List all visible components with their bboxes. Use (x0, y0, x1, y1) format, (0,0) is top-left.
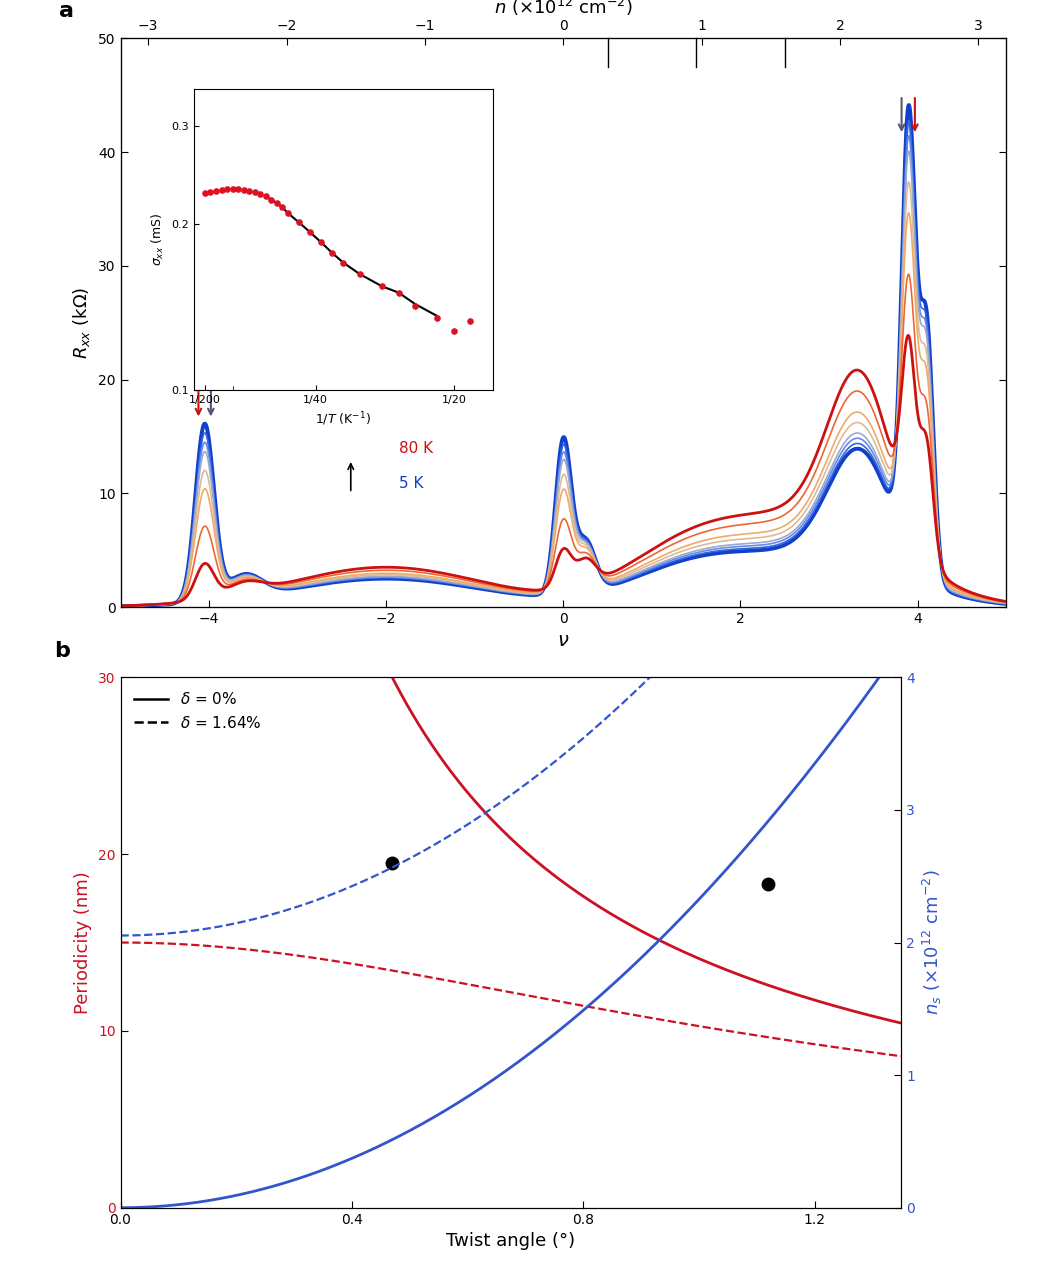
Legend: $\delta$ = 0%, $\delta$ = 1.64%: $\delta$ = 0%, $\delta$ = 1.64% (128, 685, 267, 737)
Point (263, 189, 280, 210)
Point (258, 187, 275, 207)
Point (224, 179, 241, 199)
Point (241, 181, 258, 202)
Point (274, 197, 290, 217)
X-axis label: Twist angle (°): Twist angle (°) (446, 1232, 575, 1250)
Point (290, 212, 307, 233)
X-axis label: $\nu$: $\nu$ (558, 631, 569, 651)
Point (462, 312, 479, 332)
Y-axis label: Periodicity (nm): Periodicity (nm) (74, 872, 92, 1013)
Point (208, 181, 224, 202)
Text: 80 K: 80 K (399, 441, 434, 456)
Point (246, 181, 263, 202)
Y-axis label: $n_s$ ($\times$10$^{12}$ cm$^{-2}$): $n_s$ ($\times$10$^{12}$ cm$^{-2}$) (920, 869, 943, 1016)
Y-axis label: $\sigma_{xx}$ (mS): $\sigma_{xx}$ (mS) (150, 213, 166, 266)
Text: 5 K: 5 K (399, 475, 424, 491)
Point (202, 181, 219, 202)
Point (219, 179, 236, 199)
Text: b: b (54, 642, 70, 662)
Point (334, 252, 351, 272)
X-axis label: $n$ ($\times$10$^{12}$ cm$^{-2}$): $n$ ($\times$10$^{12}$ cm$^{-2}$) (494, 0, 633, 18)
Point (429, 308, 445, 328)
Point (268, 193, 285, 213)
Point (252, 184, 268, 204)
Point (302, 222, 319, 243)
Point (213, 180, 230, 201)
Point (312, 233, 329, 253)
Y-axis label: $R_{xx}$ (k$\Omega$): $R_{xx}$ (k$\Omega$) (71, 286, 92, 359)
Point (280, 203, 297, 224)
Point (230, 179, 246, 199)
Point (351, 265, 368, 285)
Point (445, 321, 462, 341)
Text: a: a (59, 1, 73, 22)
Point (235, 180, 252, 201)
Point (324, 243, 341, 263)
Point (373, 276, 390, 296)
Point (197, 183, 214, 203)
Point (390, 282, 407, 303)
X-axis label: 1/$T$ (K$^{-1}$): 1/$T$ (K$^{-1}$) (315, 410, 371, 428)
Point (407, 295, 423, 316)
